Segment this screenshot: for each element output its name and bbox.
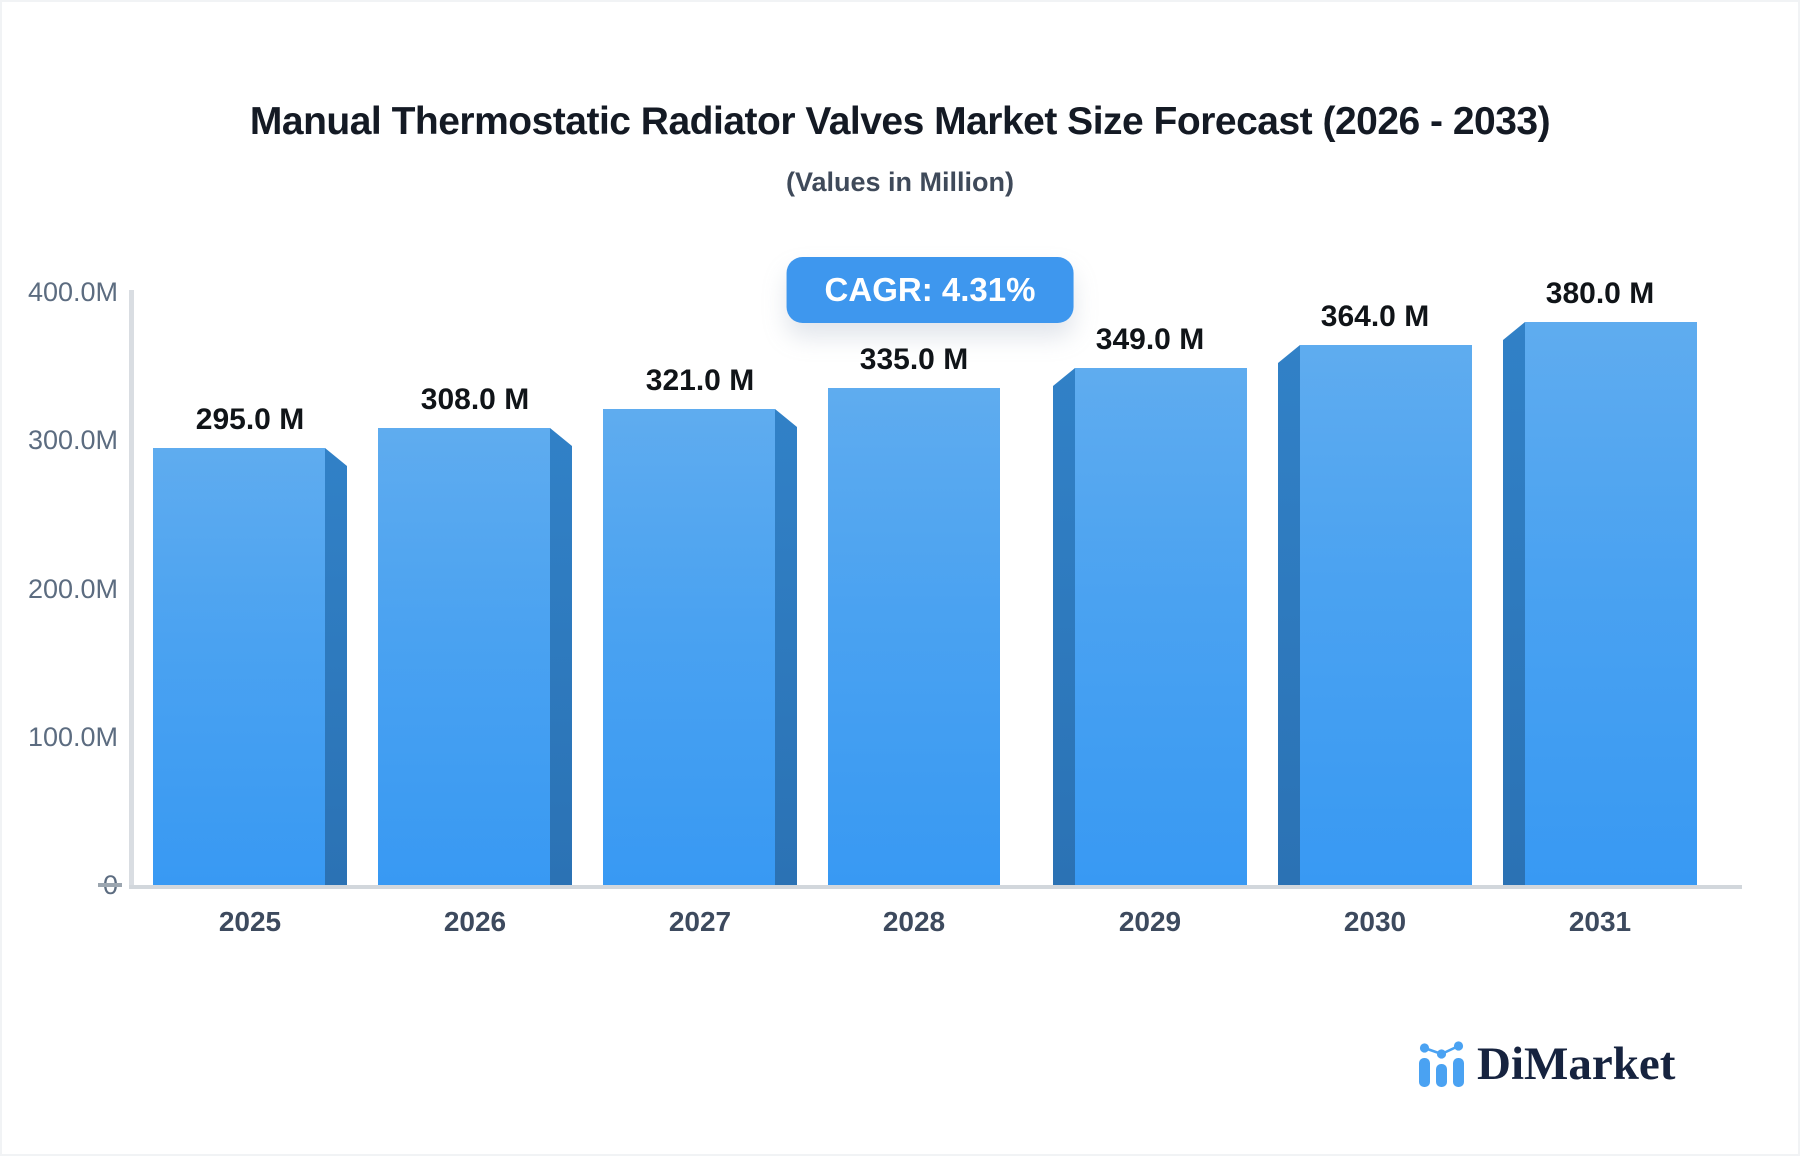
- dimarket-logo-text: DiMarket: [1477, 1038, 1676, 1090]
- bar-value-label: 349.0 M: [1095, 323, 1205, 356]
- y-tick-label: 400.0M: [27, 277, 118, 307]
- bar: [828, 388, 1000, 885]
- x-axis-label: 2031: [1568, 906, 1632, 937]
- dimarket-logo-icon: [1419, 1041, 1464, 1087]
- bar: [378, 428, 550, 885]
- bar-value-label: 295.0 M: [195, 403, 305, 436]
- bar-3d-side: [1503, 322, 1525, 885]
- bar-value-label: 308.0 M: [420, 383, 530, 416]
- bar-value-label: 335.0 M: [859, 343, 969, 376]
- chart-title: Manual Thermostatic Radiator Valves Mark…: [249, 100, 1551, 143]
- x-axis-label: 2028: [882, 906, 946, 937]
- x-axis-label: 2029: [1118, 906, 1182, 937]
- bar: [603, 409, 775, 885]
- y-tick-label: 300.0M: [27, 425, 118, 456]
- bar: [1525, 322, 1697, 885]
- x-axis-label: 2026: [443, 906, 507, 937]
- y-tick-mark: [98, 883, 122, 887]
- chart-subtitle: (Values in Million): [785, 167, 1015, 197]
- y-tick-label: 100.0M: [27, 721, 118, 752]
- x-axis-label: 2027: [668, 906, 732, 937]
- dimarket-logo: DiMarket: [1419, 1040, 1675, 1088]
- bar-value-label: 321.0 M: [645, 364, 755, 397]
- bar-value-label: 380.0 M: [1545, 277, 1655, 310]
- x-axis-label: 2025: [218, 906, 282, 937]
- bar: [1075, 368, 1247, 885]
- x-axis-baseline: [129, 885, 1742, 889]
- y-axis-line: [129, 290, 134, 887]
- bar-3d-side: [775, 409, 797, 885]
- bar-value-label: 364.0 M: [1320, 300, 1430, 333]
- bar: [1300, 345, 1472, 885]
- x-axis-label: 2030: [1343, 906, 1407, 937]
- bar-3d-side: [1278, 345, 1300, 885]
- y-tick-label: 200.0M: [27, 573, 118, 604]
- bar-3d-side: [550, 428, 572, 885]
- cagr-badge: CAGR: 4.31%: [786, 257, 1074, 323]
- bar-3d-side: [325, 448, 347, 885]
- bar: [153, 448, 325, 885]
- bar-3d-side: [1053, 368, 1075, 885]
